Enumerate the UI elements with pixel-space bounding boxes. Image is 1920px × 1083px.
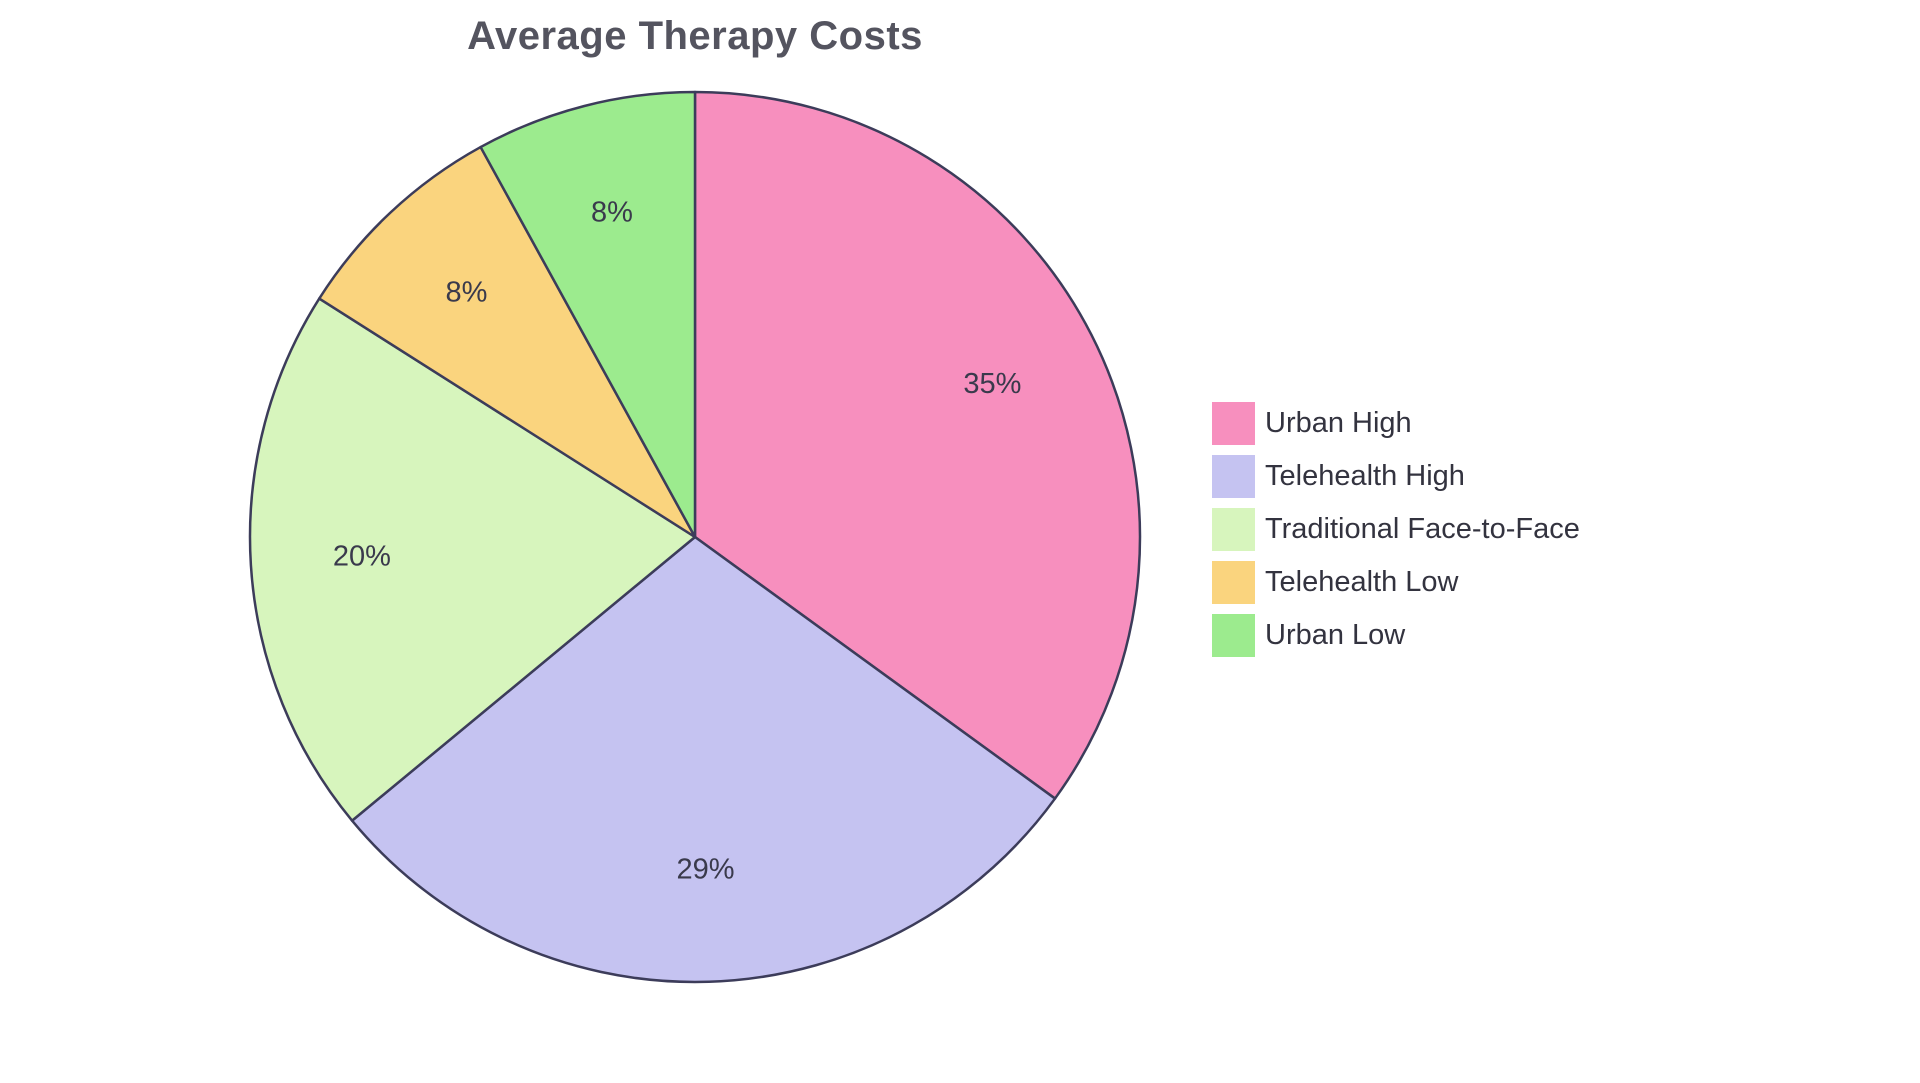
pie-slice-telehealth-high [350, 535, 1057, 984]
legend-item-urban-low: Urban Low [1212, 614, 1580, 657]
legend-swatch-telehealth-high [1212, 455, 1255, 498]
slice-label-urban-low: 8% [591, 196, 633, 228]
legend-swatch-telehealth-low [1212, 561, 1255, 604]
pie-slice-urban-high [693, 90, 1142, 800]
legend-swatch-traditional-face-to-face [1212, 508, 1255, 551]
chart-title: Average Therapy Costs [467, 14, 923, 58]
legend-label-telehealth-low: Telehealth Low [1265, 566, 1459, 598]
pie-slice-traditional-face-to-face [248, 297, 697, 822]
slice-label-telehealth-low: 8% [446, 276, 488, 308]
legend: Urban High Telehealth High Traditional Fac… [1212, 402, 1580, 657]
legend-label-traditional-face-to-face: Traditional Face-to-Face [1265, 513, 1580, 545]
legend-item-telehealth-low: Telehealth Low [1212, 561, 1580, 604]
slice-label-traditional-face-to-face: 20% [333, 541, 391, 573]
pie-slice-urban-low [479, 90, 697, 539]
slice-label-urban-high: 35% [963, 368, 1021, 400]
legend-item-traditional-face-to-face: Traditional Face-to-Face [1212, 508, 1580, 551]
legend-swatch-urban-high [1212, 402, 1255, 445]
legend-item-telehealth-high: Telehealth High [1212, 455, 1580, 498]
legend-label-urban-high: Urban High [1265, 407, 1412, 439]
legend-label-urban-low: Urban Low [1265, 619, 1406, 651]
slice-label-telehealth-high: 29% [676, 853, 734, 885]
pie-slice-telehealth-low [318, 145, 697, 539]
legend-item-urban-high: Urban High [1212, 402, 1580, 445]
legend-label-telehealth-high: Telehealth High [1265, 460, 1465, 492]
legend-swatch-urban-low [1212, 614, 1255, 657]
